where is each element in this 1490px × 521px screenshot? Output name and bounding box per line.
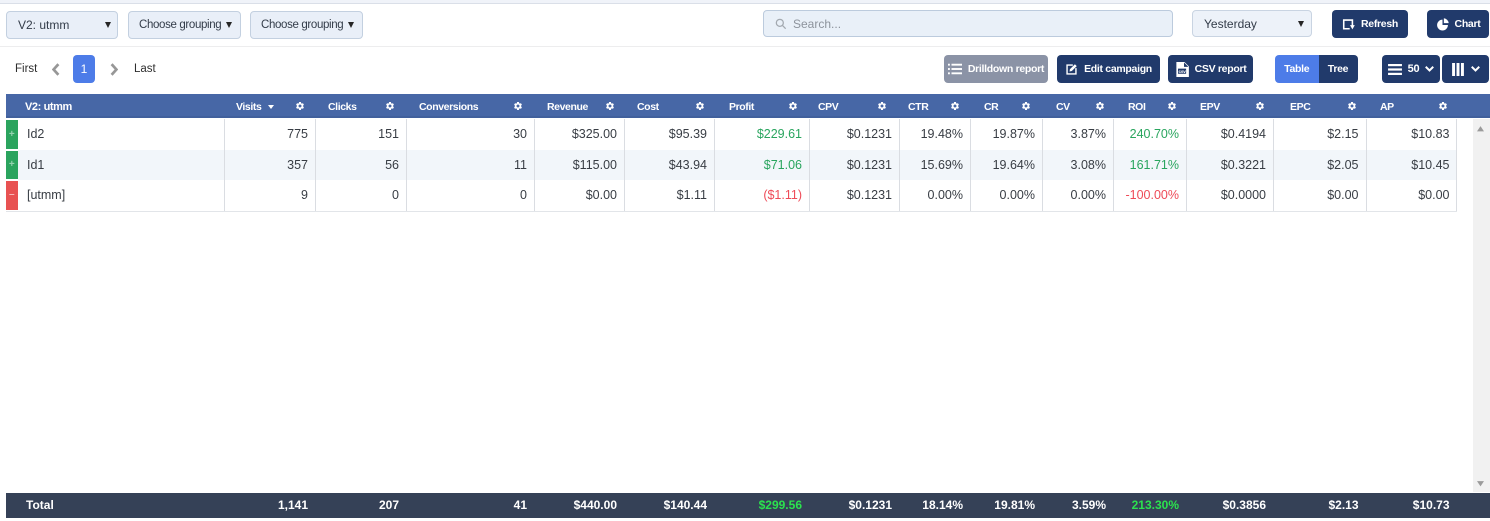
svg-text:csv: csv <box>1178 68 1186 73</box>
